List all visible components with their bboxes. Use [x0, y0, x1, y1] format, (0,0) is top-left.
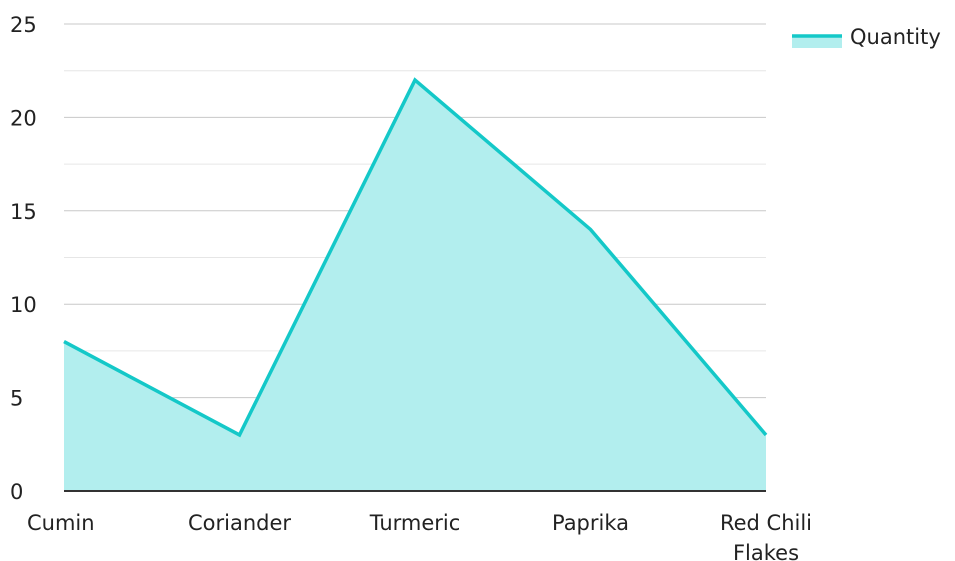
- y-tick-label: 5: [10, 387, 23, 411]
- y-tick-label: 0: [10, 480, 23, 504]
- legend-swatch-fill: [792, 36, 842, 48]
- x-tick-label: Turmeric: [369, 511, 461, 535]
- x-tick-label: Cumin: [27, 511, 95, 535]
- y-tick-label: 15: [10, 200, 37, 224]
- y-tick-label: 25: [10, 13, 37, 37]
- y-tick-label: 20: [10, 106, 37, 130]
- series-area-quantity: [64, 80, 766, 491]
- legend: Quantity: [792, 25, 941, 49]
- axis-layer: 0 5 10 15 20 25 Cumin Coriander Turmeric Paprika R…: [10, 13, 812, 561]
- x-tick-label-line: Cumin: [27, 511, 95, 535]
- x-tick-label-line: Coriander: [188, 511, 291, 535]
- x-tick-label-line: Flakes: [733, 541, 799, 561]
- series-layer: [63, 77, 768, 491]
- x-tick-label: Red Chili Flakes: [720, 511, 812, 561]
- x-tick-label: Coriander: [188, 511, 291, 535]
- y-tick-label: 10: [10, 293, 37, 317]
- x-tick-label-line: Turmeric: [369, 511, 461, 535]
- x-tick-label: Paprika: [552, 511, 629, 535]
- legend-label-quantity: Quantity: [850, 25, 941, 49]
- x-tick-label-line: Paprika: [552, 511, 629, 535]
- x-tick-label-line: Red Chili: [720, 511, 812, 535]
